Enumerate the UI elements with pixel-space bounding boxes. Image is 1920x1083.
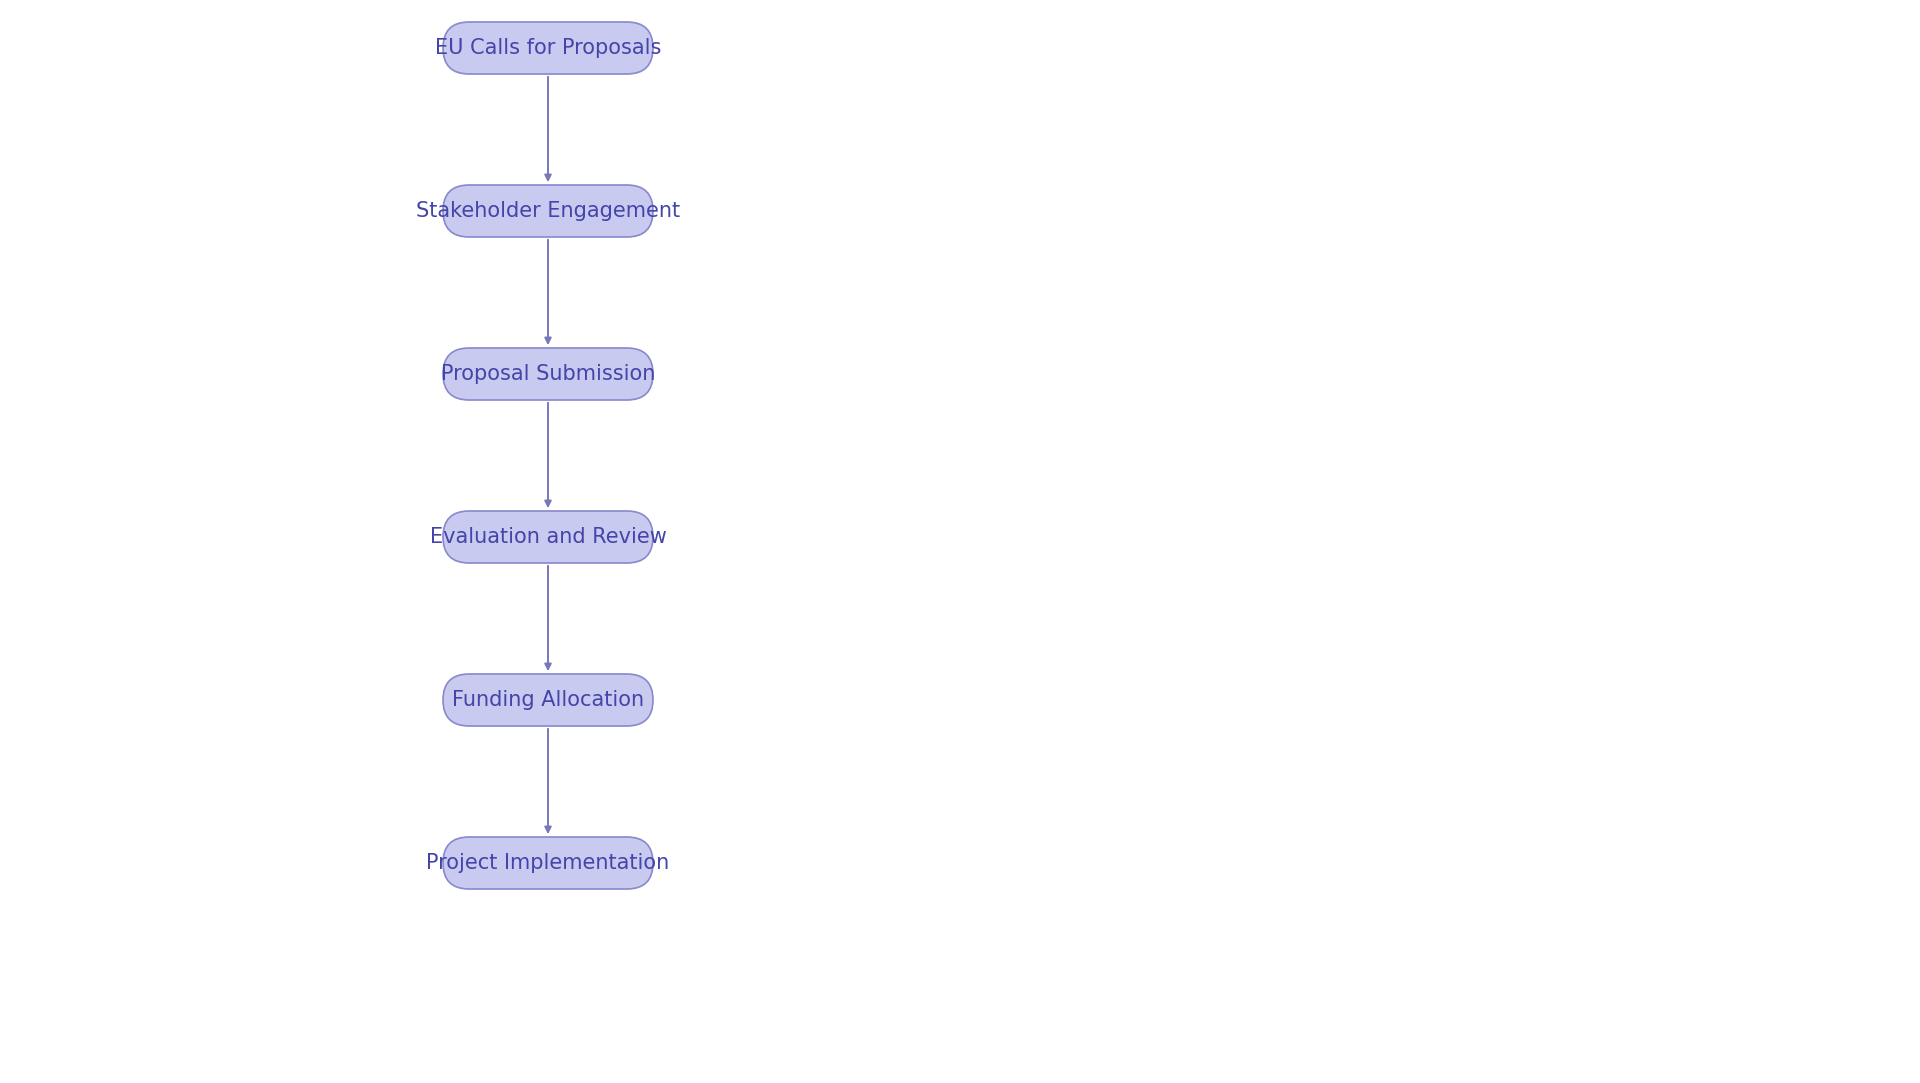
FancyBboxPatch shape <box>444 511 653 563</box>
FancyBboxPatch shape <box>444 674 653 726</box>
Text: Project Implementation: Project Implementation <box>426 853 670 873</box>
FancyBboxPatch shape <box>444 837 653 889</box>
Text: EU Calls for Proposals: EU Calls for Proposals <box>434 38 660 58</box>
Text: Proposal Submission: Proposal Submission <box>442 364 655 384</box>
Text: Stakeholder Engagement: Stakeholder Engagement <box>417 201 680 221</box>
FancyBboxPatch shape <box>444 185 653 237</box>
Text: Funding Allocation: Funding Allocation <box>451 690 643 710</box>
Text: Evaluation and Review: Evaluation and Review <box>430 527 666 547</box>
FancyBboxPatch shape <box>444 22 653 74</box>
FancyBboxPatch shape <box>444 348 653 400</box>
